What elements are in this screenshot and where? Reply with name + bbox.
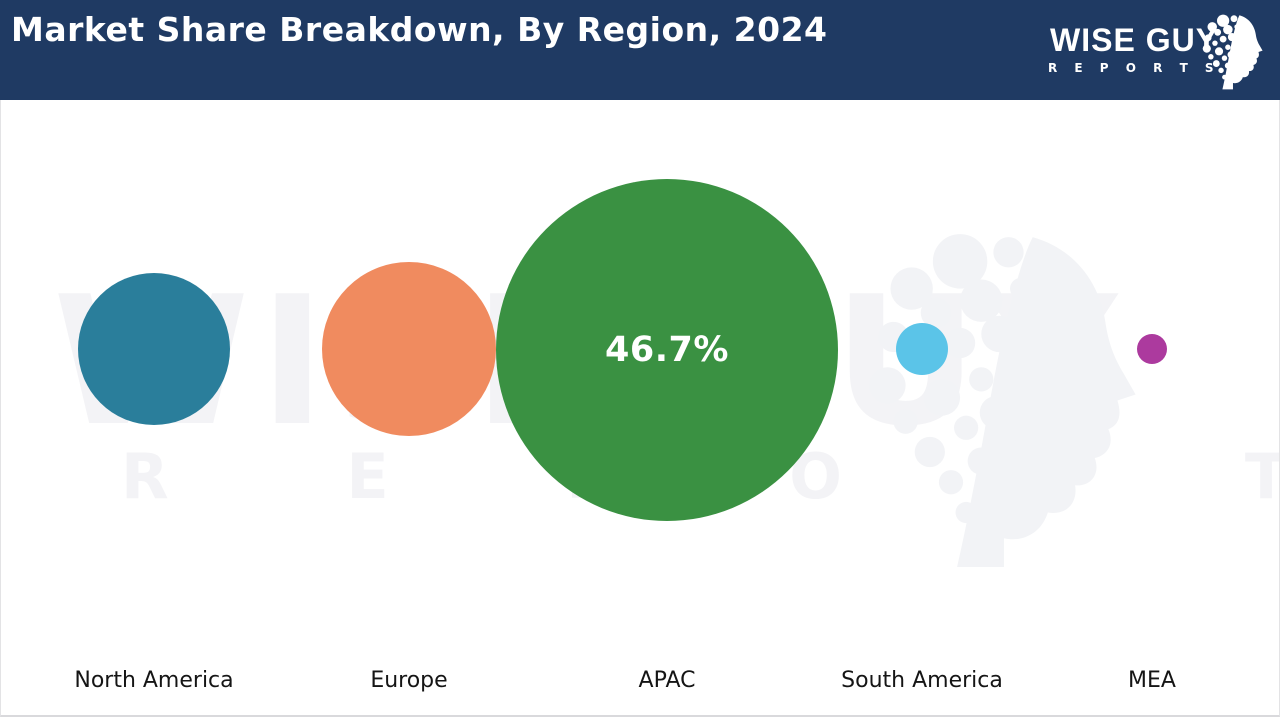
page-title: Market Share Breakdown, By Region, 2024: [11, 10, 828, 49]
header-bar: Market Share Breakdown, By Region, 2024 …: [0, 0, 1280, 100]
wise-guy-logo: WISE GUY R E P O R T S: [1020, 6, 1270, 94]
bubble-europe: [322, 262, 496, 436]
bubble-apac: 46.7%: [496, 179, 838, 521]
category-label-europe: Europe: [370, 668, 448, 693]
bubble-mea: [1137, 334, 1167, 364]
bubble-value-label: 46.7%: [605, 330, 729, 370]
logo-head-icon: [1202, 14, 1263, 90]
category-label-mea: MEA: [1128, 668, 1176, 693]
logo-wordmark: WISE GUY: [1050, 22, 1219, 58]
logo-subtitle: R E P O R T S: [1048, 60, 1221, 75]
watermark-head-icon: [869, 234, 1136, 567]
category-label-south-america: South America: [841, 668, 1003, 693]
category-label-north-america: North America: [74, 668, 234, 693]
bubble-south-america: [896, 323, 948, 375]
logo-text: WISE GUY R E P O R T S: [1048, 22, 1221, 75]
category-label-apac: APAC: [638, 668, 696, 693]
bubble-chart: WISE GUY R E P O R T S 46.7% North Ameri…: [0, 100, 1280, 717]
bubble-north-america: [78, 273, 230, 425]
